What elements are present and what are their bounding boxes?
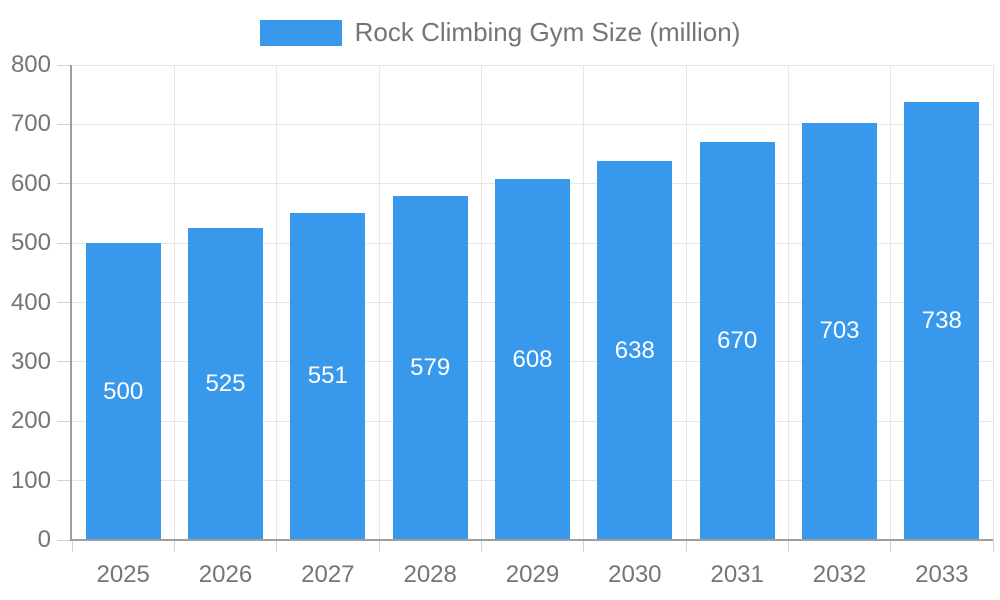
y-tick-mark (57, 302, 72, 303)
gridline-v (378, 65, 380, 540)
x-axis-tick-label: 2033 (915, 561, 969, 588)
x-tick-mark (890, 540, 892, 552)
bar-value-label: 638 (614, 336, 655, 364)
bar-value-label: 551 (307, 362, 348, 390)
x-tick-mark (685, 540, 687, 552)
y-tick-mark (57, 183, 72, 185)
gridline-v (992, 65, 994, 540)
y-axis-tick-label: 500 (10, 229, 51, 257)
bar-2032: 703 (802, 122, 877, 540)
x-axis-tick-label: 2025 (96, 561, 150, 588)
chart-legend: Rock Climbing Gym Size (million) (0, 17, 1000, 48)
y-axis-tick-label: 200 (10, 407, 51, 435)
bar-value-label: 608 (512, 345, 553, 373)
y-axis-tick-label: 700 (10, 110, 51, 138)
gridline-v (480, 65, 482, 540)
bar-2027: 551 (290, 212, 366, 540)
bar-2031: 670 (699, 142, 775, 540)
x-tick-mark (173, 540, 175, 552)
x-axis-tick-label: 2028 (403, 561, 457, 588)
bar-2026: 525 (188, 228, 263, 540)
y-tick-mark (57, 123, 72, 125)
gridline-v (685, 65, 687, 540)
bar-value-label: 579 (410, 354, 451, 382)
x-axis-tick-label: 2029 (505, 561, 560, 588)
y-axis-tick-label: 400 (10, 288, 51, 316)
y-tick-mark (57, 420, 72, 422)
x-axis-tick-label: 2031 (710, 561, 764, 588)
x-tick-mark (787, 540, 789, 552)
gridline-v (583, 65, 585, 540)
x-axis-tick-label: 2032 (812, 561, 867, 588)
bar-value-label: 500 (103, 377, 144, 405)
gridline-v (890, 65, 892, 540)
x-axis-line (70, 539, 993, 541)
x-tick-mark (583, 540, 585, 552)
bar-2029: 608 (495, 179, 570, 540)
y-tick-mark (57, 242, 72, 244)
legend-swatch (259, 19, 342, 46)
y-tick-mark (57, 361, 72, 363)
x-axis-tick-label: 2026 (198, 561, 253, 588)
y-axis-line (70, 65, 72, 540)
gridline-h (72, 64, 993, 66)
y-axis-tick-label: 100 (10, 466, 51, 494)
bar-2033: 738 (904, 101, 980, 540)
gridline-v (173, 65, 175, 540)
y-axis-tick-label: 600 (10, 169, 51, 197)
bar-value-label: 670 (717, 327, 758, 355)
x-tick-mark (480, 540, 482, 552)
x-tick-mark (71, 540, 73, 552)
y-tick-mark (57, 64, 72, 66)
bar-value-label: 738 (921, 306, 962, 334)
y-tick-mark (57, 539, 72, 541)
y-axis-tick-label: 300 (10, 347, 51, 375)
gridline-v (787, 65, 789, 540)
y-axis-tick-label: 800 (10, 51, 51, 78)
x-tick-mark (992, 540, 994, 552)
legend-label: Rock Climbing Gym Size (million) (354, 17, 741, 47)
y-tick-mark (57, 480, 72, 482)
x-tick-mark (276, 540, 278, 552)
gridline-h (72, 123, 993, 125)
bar-value-label: 525 (205, 370, 246, 398)
bar-2030: 638 (597, 161, 673, 540)
bar-2028: 579 (392, 196, 468, 540)
x-axis-tick-label: 2030 (608, 561, 662, 588)
bar-value-label: 703 (819, 317, 860, 345)
gridline-v (276, 65, 278, 540)
x-tick-mark (378, 540, 380, 552)
x-axis-tick-label: 2027 (301, 561, 355, 588)
bar-2025: 500 (85, 243, 161, 540)
y-axis-tick-label: 0 (37, 526, 51, 553)
